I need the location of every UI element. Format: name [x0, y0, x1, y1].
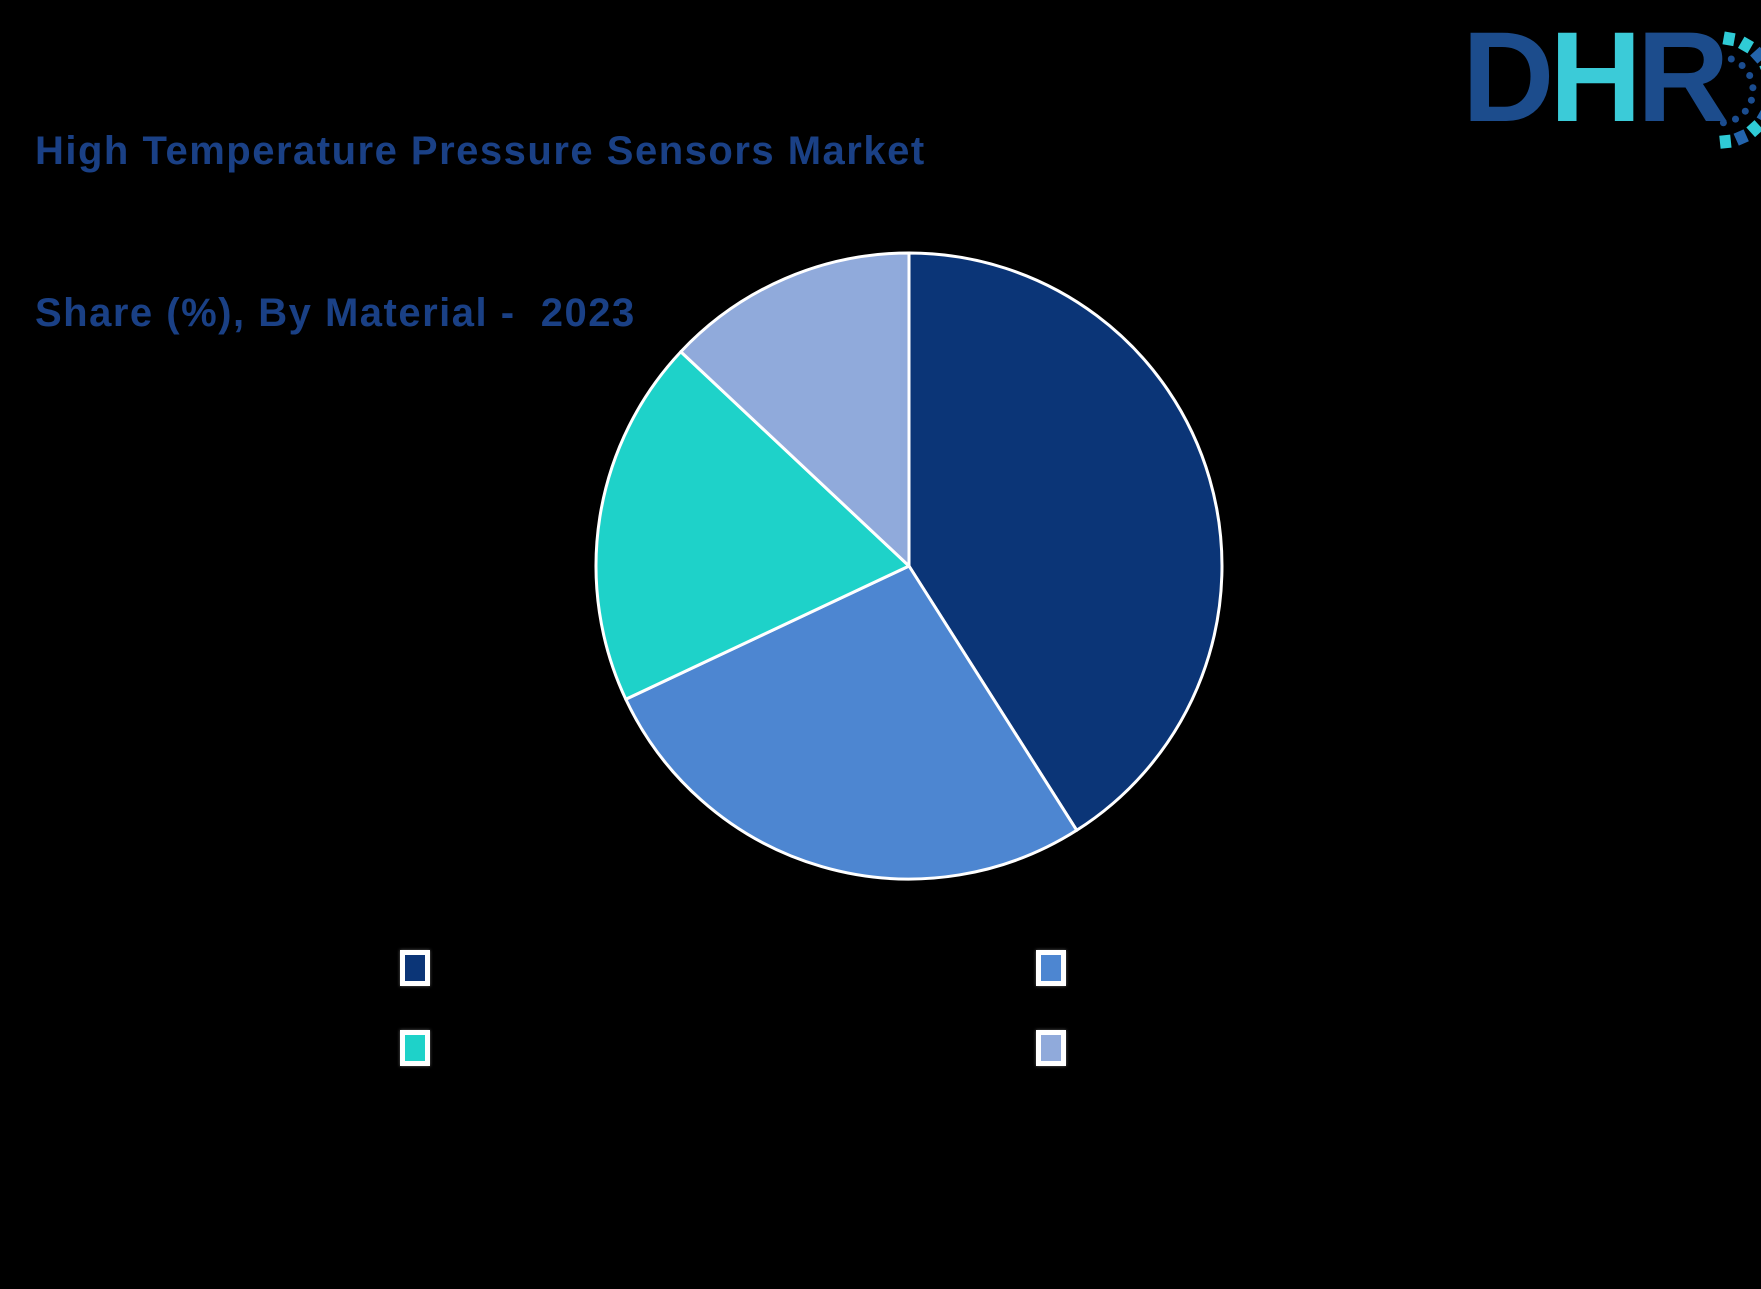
legend-item-1: [400, 950, 924, 986]
pie-slice-3: [594, 350, 911, 701]
logo-letter-d: D: [1462, 6, 1554, 149]
logo-inner-dot: [1728, 55, 1736, 63]
logo-letter-r: R: [1636, 6, 1729, 149]
logo-inner-dot: [1748, 96, 1756, 104]
logo-inner-dot: [1720, 119, 1728, 127]
legend-item-2: [1036, 950, 1560, 986]
legend-swatch-color-4: [1041, 1035, 1061, 1061]
pie-slice-2: [624, 564, 1079, 881]
logo-dot: [1722, 31, 1736, 47]
logo-dot: [1750, 46, 1761, 64]
legend-item-3: [400, 1030, 924, 1066]
legend-swatch-color-3: [405, 1035, 425, 1061]
legend-swatch-1: [400, 950, 430, 986]
logo-dot: [1746, 120, 1761, 138]
logo-dot: [1756, 107, 1761, 125]
logo-inner-dot: [1746, 72, 1754, 79]
chart-title-line1: High Temperature Pressure Sensors Market: [35, 129, 926, 173]
legend-item-4: [1036, 1030, 1560, 1066]
logo-letter-h: H: [1549, 6, 1641, 149]
legend-swatch-3: [400, 1030, 430, 1066]
logo-dot: [1738, 36, 1755, 54]
logo-dot: [1719, 134, 1732, 149]
logo-dots-arc-icon: [1719, 31, 1761, 149]
pie-chart-area: [592, 249, 1226, 883]
legend-swatch-2: [1036, 950, 1066, 986]
legend-swatch-4: [1036, 1030, 1066, 1066]
logo-inner-dot: [1749, 84, 1757, 92]
chart-title-line2: Share (%), By Material - 2023: [35, 291, 636, 335]
legend-swatch-color-2: [1041, 955, 1061, 981]
pie-slice-4: [679, 251, 911, 568]
logo-inner-dot: [1732, 115, 1740, 123]
chart-title: High Temperature Pressure Sensors Market…: [35, 16, 926, 394]
pie-chart: [594, 251, 1224, 881]
logo-inner-dot: [1742, 107, 1750, 115]
logo-inner-dot: [1738, 62, 1746, 69]
dhr-logo: D H R: [1462, 14, 1761, 170]
pie-slice-1: [907, 251, 1224, 832]
logo-dot: [1733, 129, 1750, 146]
legend-swatch-color-1: [405, 955, 425, 981]
